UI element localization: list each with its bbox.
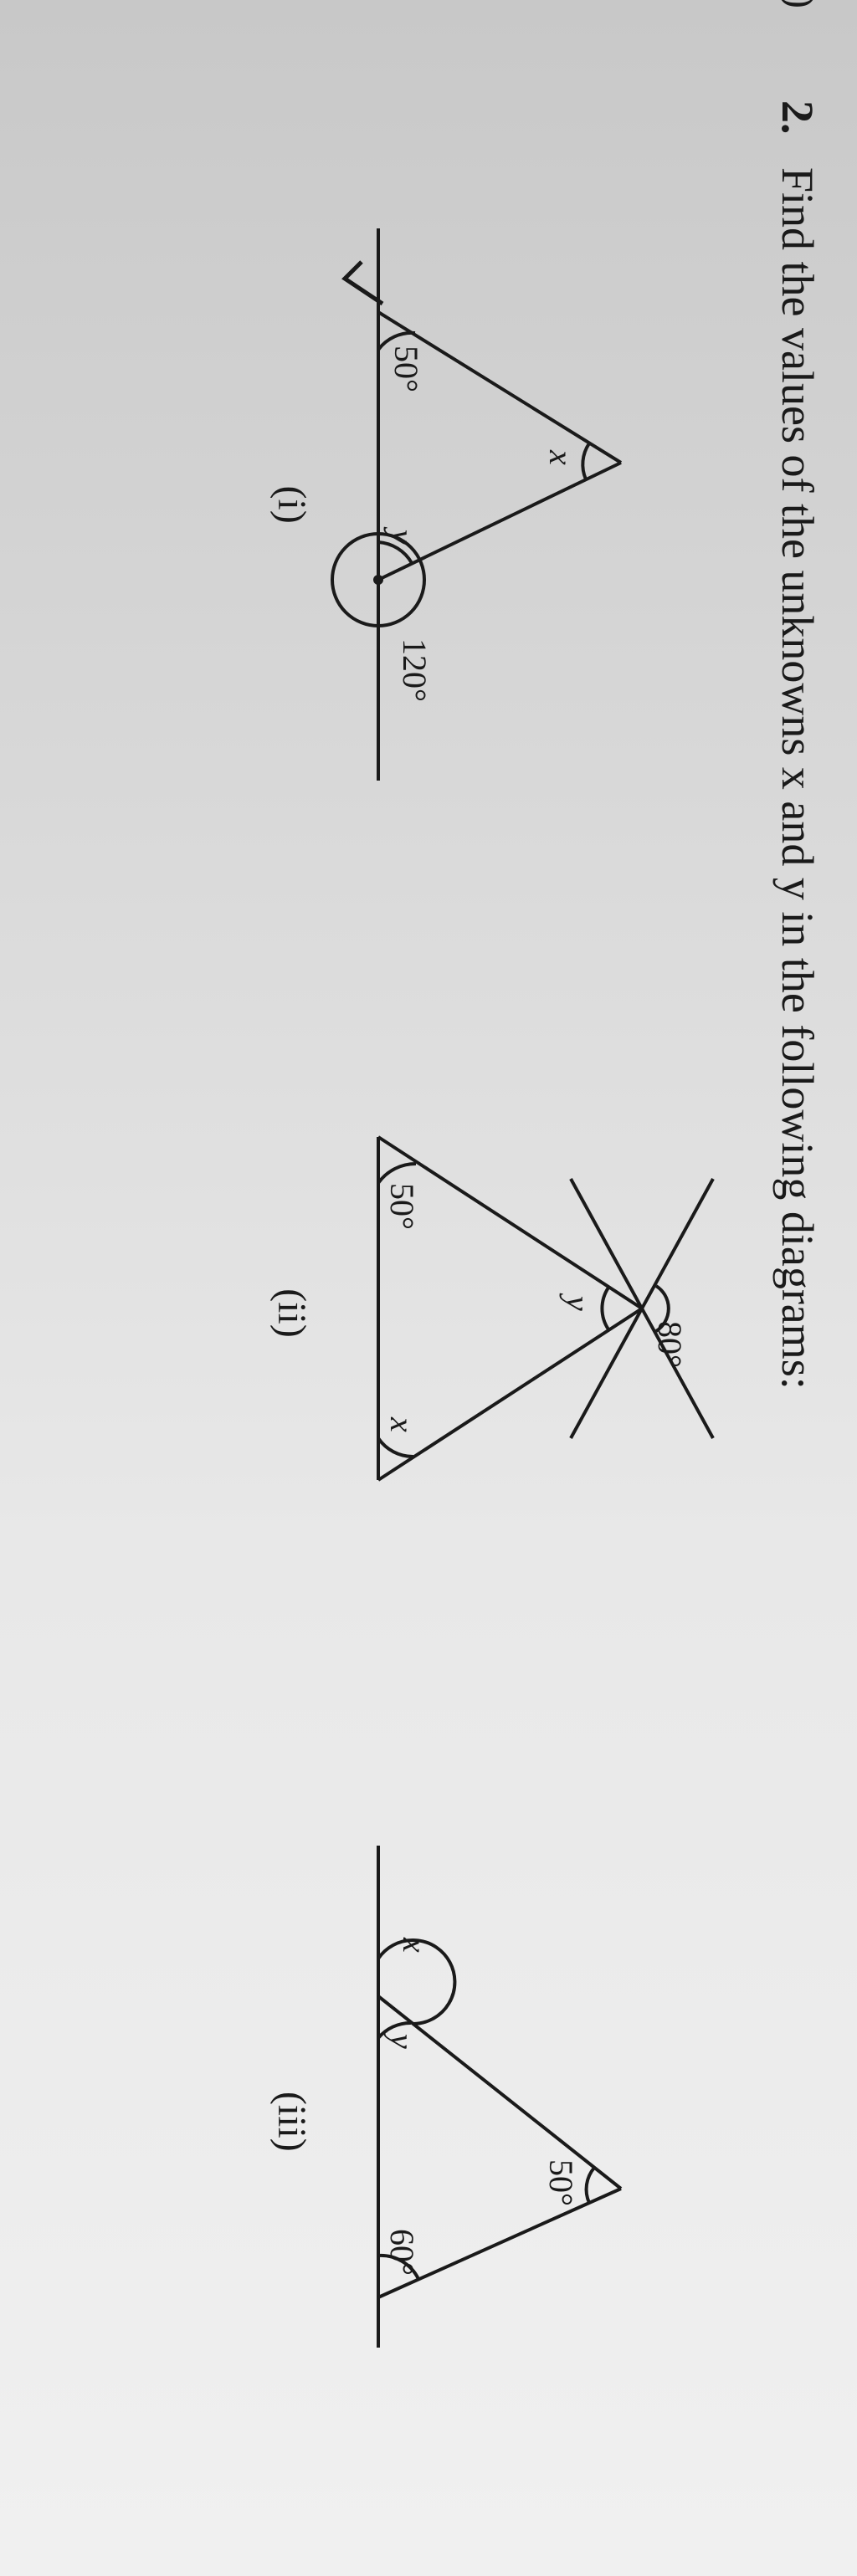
d2-angle-x: x	[383, 1416, 421, 1432]
d3-angle-50: 50°	[542, 2159, 580, 2206]
diagram-2-svg: 80° y 50° x	[328, 1020, 747, 1606]
diagram-2: 80° y 50° x (ii)	[269, 1020, 747, 1606]
diagrams-row: 50° x y 120° (i)	[235, 0, 763, 2576]
d1-angle-50: 50°	[387, 346, 425, 392]
question-text: Find the values of the unknowns x and y …	[772, 167, 824, 1390]
d2-angle-y: y	[559, 1293, 597, 1311]
question-row: 2. Find the values of the unknowns x and…	[763, 0, 857, 2576]
page-content: 2. Find the values of the unknowns x and…	[0, 0, 857, 2576]
d3-angle-60: 60°	[383, 2229, 421, 2276]
d2-angle-50: 50°	[383, 1183, 421, 1230]
diagram-1-caption: (i)	[269, 486, 315, 524]
d1-angle-x: x	[542, 449, 580, 465]
diagram-3-svg: 50° 60° y x	[328, 1829, 680, 2415]
d1-angle-y: y	[383, 526, 421, 545]
diagram-3-caption: (iii)	[269, 2092, 315, 2152]
diagram-1: 50° x y 120° (i)	[269, 212, 680, 797]
d1-angle-120: 120°	[396, 638, 434, 702]
diagram-2-caption: (ii)	[269, 1288, 315, 1338]
d2-angle-80: 80°	[651, 1321, 689, 1368]
diagram-3: 50° 60° y x (iii)	[269, 1829, 680, 2415]
diagram-1-svg: 50° x y 120°	[328, 212, 680, 797]
d3-angle-x: x	[396, 1937, 434, 1953]
d3-angle-y: y	[383, 2031, 421, 2049]
question-number: 2.	[772, 100, 824, 151]
